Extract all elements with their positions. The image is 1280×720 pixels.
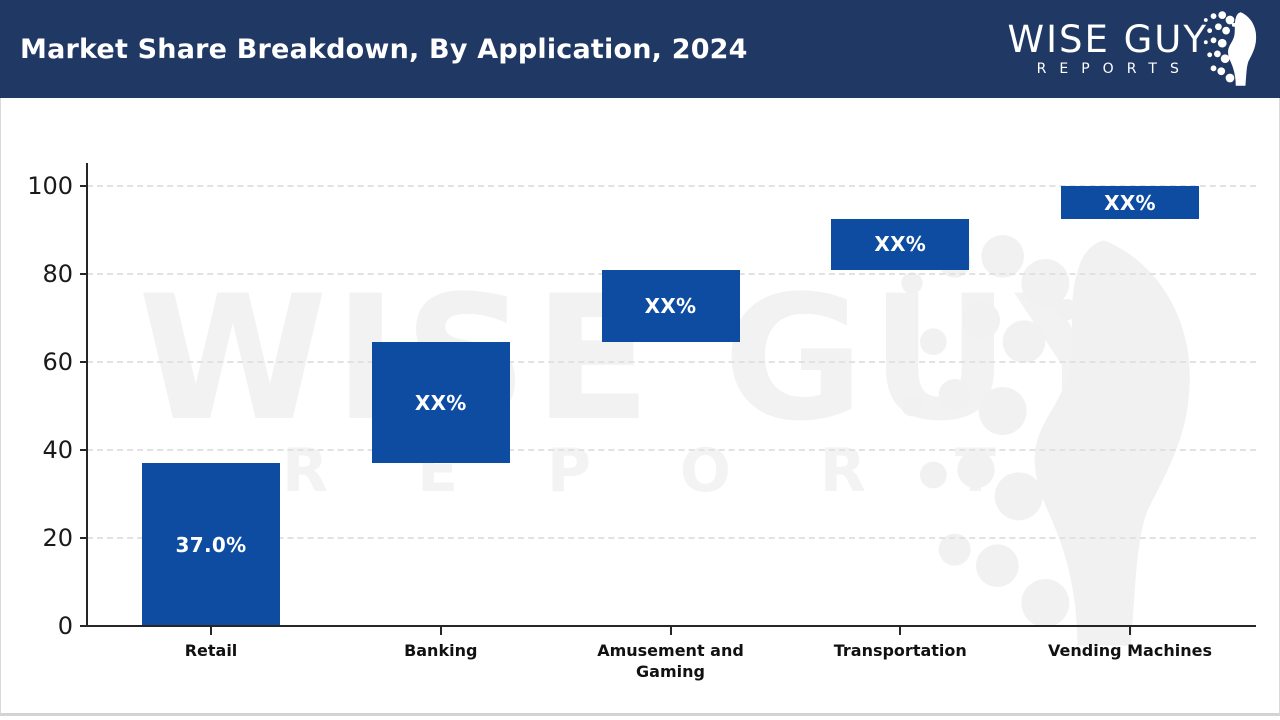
y-axis-spine — [86, 163, 88, 627]
y-tick-label: 40 — [42, 436, 73, 464]
brand-subname: REPORTS — [1036, 61, 1192, 77]
bar-vending-machines: XX% — [1061, 186, 1199, 219]
y-tick-mark — [80, 185, 87, 187]
bar-value-label: 37.0% — [175, 532, 247, 557]
brand-name: WISE GUY — [1007, 18, 1208, 61]
x-category-label: Transportation — [833, 641, 967, 660]
x-tick-mark — [439, 627, 442, 635]
gridline-100 — [87, 185, 1256, 187]
bar-banking: XX% — [371, 342, 510, 464]
x-axis-spine — [86, 625, 1256, 627]
gridline-40 — [87, 449, 1256, 451]
y-tick-mark — [80, 625, 87, 627]
y-tick-label: 20 — [42, 524, 73, 552]
brand-logo: WISE GUY REPORTS — [1008, 10, 1258, 88]
dotted-head-icon — [1203, 11, 1257, 86]
y-tick-mark — [80, 273, 87, 275]
y-tick-mark — [80, 361, 87, 363]
bottom-border-line — [0, 714, 1280, 716]
bar-value-label: XX% — [874, 232, 927, 257]
y-tick-label: 80 — [42, 260, 73, 288]
y-tick-label: 0 — [57, 612, 73, 640]
page-title: Market Share Breakdown, By Application, … — [20, 33, 748, 65]
x-tick-mark — [899, 627, 902, 635]
y-tick-mark — [80, 537, 87, 539]
x-tick-mark — [1129, 627, 1131, 635]
x-category-label: Retail — [184, 641, 238, 660]
bar-value-label: XX% — [644, 293, 697, 318]
bar-value-label: XX% — [414, 390, 467, 415]
x-tick-mark — [210, 627, 212, 635]
y-tick-label: 60 — [42, 348, 73, 376]
y-tick-mark — [80, 449, 87, 451]
brand-logo-text: WISE GUY REPORTS — [1007, 18, 1208, 78]
x-tick-mark — [669, 627, 672, 635]
x-category-label: Vending Machines — [1048, 641, 1212, 660]
header-band: Market Share Breakdown, By Application, … — [0, 0, 1280, 98]
gridline-60 — [87, 361, 1256, 363]
x-category-label: Banking — [404, 641, 478, 660]
bar-transportation: XX% — [831, 219, 970, 270]
bar-amusement-and-gaming: XX% — [601, 269, 740, 343]
bar-retail: 37.0% — [142, 463, 280, 626]
y-tick-label: 100 — [27, 172, 73, 200]
bar-value-label: XX% — [1104, 190, 1156, 215]
x-category-label: Amusement and Gaming — [597, 641, 744, 681]
gridline-20 — [87, 537, 1256, 539]
